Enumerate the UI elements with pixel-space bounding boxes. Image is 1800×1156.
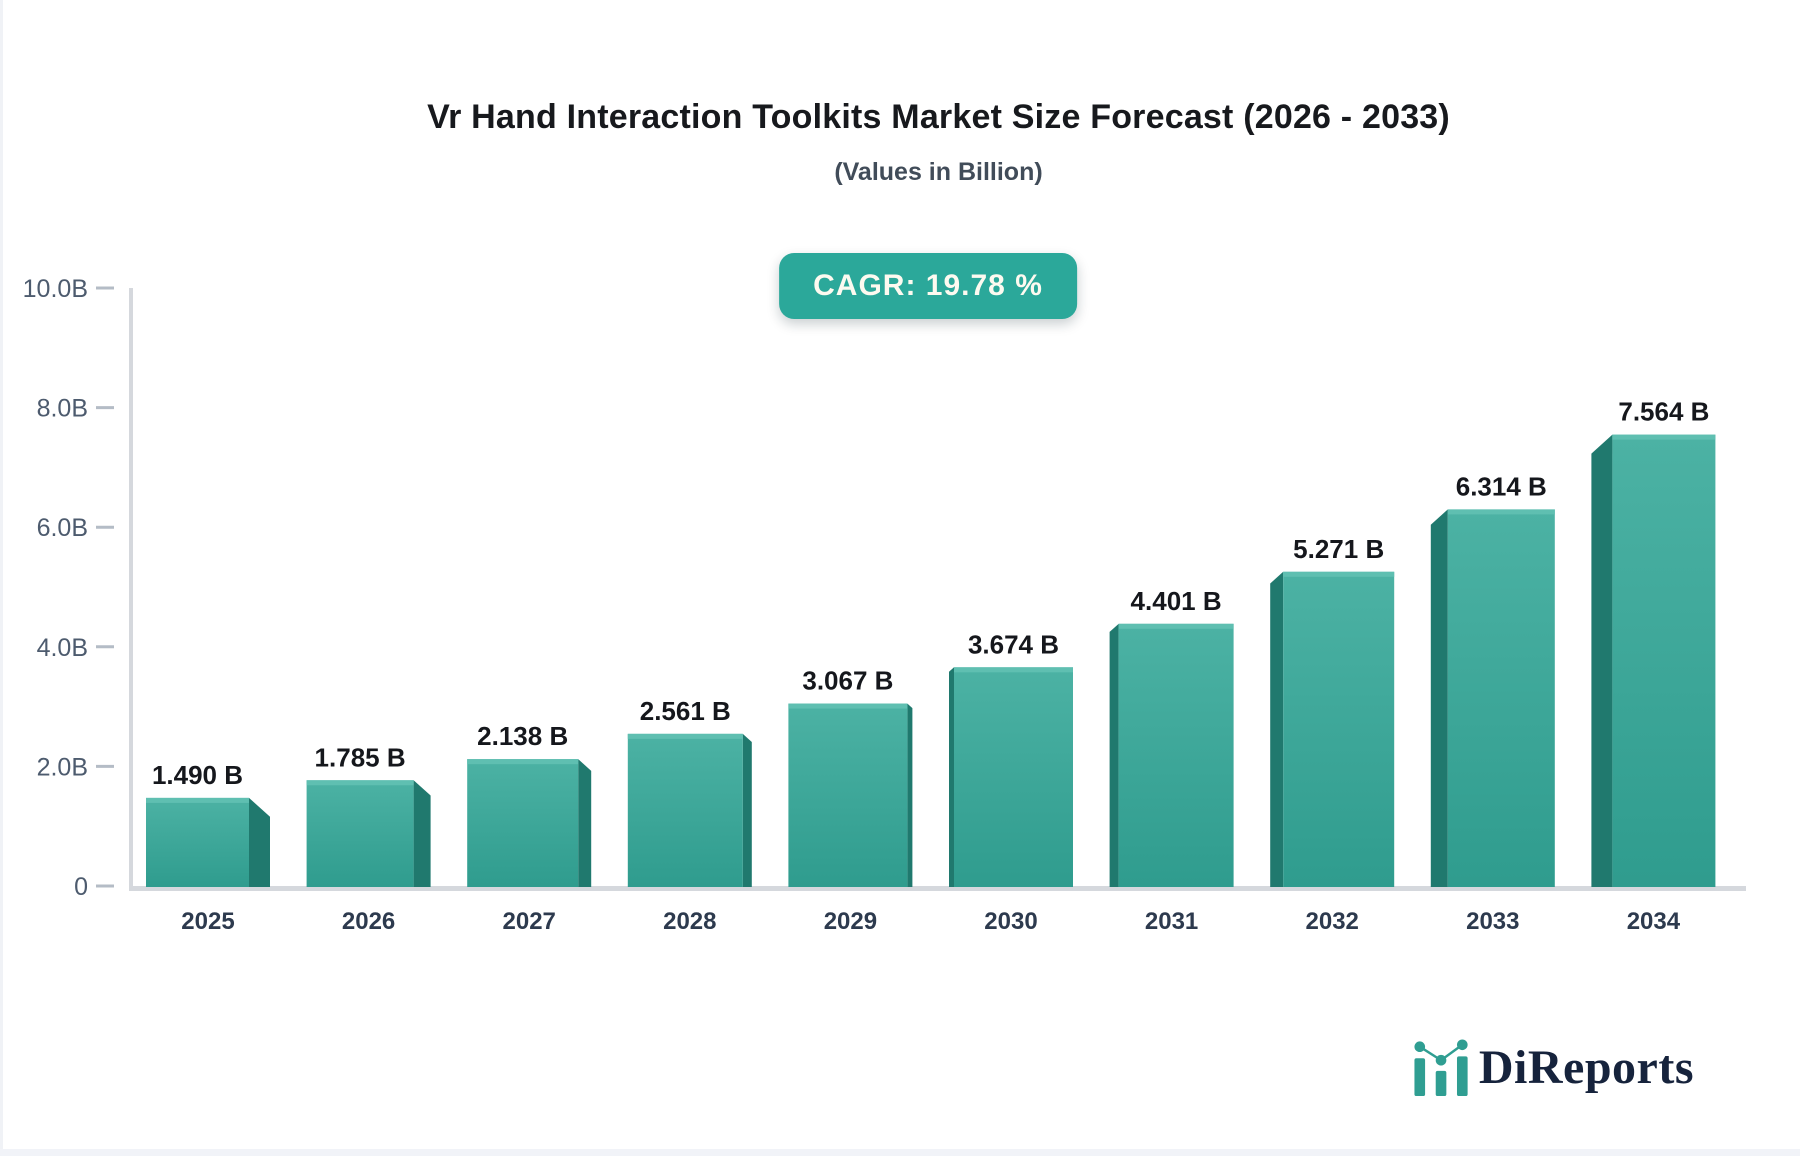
logo-bar: [1456, 1056, 1468, 1096]
y-tick-label-6.0B: 6.0B: [37, 514, 88, 542]
bar-side-2032: [1270, 571, 1284, 887]
logo-bar: [1414, 1058, 1425, 1096]
bar-face-2025: [146, 797, 249, 887]
cagr-badge: CAGR: 19.78 %: [779, 253, 1077, 319]
y-axis-line: [129, 288, 133, 891]
bar-side-2034: [1591, 434, 1613, 887]
bar-face-2033: [1447, 509, 1555, 887]
bar-value-label-2029: 3.067 B: [802, 666, 893, 696]
bar-side-2025: [249, 797, 270, 887]
bar-side-2026: [413, 780, 431, 887]
bar-face-2034: [1612, 434, 1716, 887]
x-tick-label-2029: 2029: [824, 908, 877, 935]
page-title: Vr Hand Interaction Toolkits Market Size…: [427, 98, 1450, 136]
y-tick-label-8.0B: 8.0B: [37, 395, 88, 423]
x-axis-line: [129, 886, 1746, 891]
direports-logo: DiReports: [1413, 1038, 1694, 1096]
logo-bar: [1435, 1070, 1447, 1096]
x-tick-label-2031: 2031: [1145, 908, 1198, 935]
bar-value-label-2030: 3.674 B: [968, 629, 1059, 659]
bar-value-label-2026: 1.785 B: [315, 742, 406, 772]
bar-top-edge-2025: [146, 797, 249, 803]
x-tick-label-2030: 2030: [984, 908, 1037, 935]
bar-face-2032: [1283, 571, 1395, 887]
bar-top-edge-2030: [954, 667, 1073, 673]
logo-text: DiReports: [1478, 1040, 1694, 1094]
logo-dot: [1435, 1054, 1447, 1066]
bar-top-edge-2028: [627, 733, 743, 739]
bar-side-2031: [1109, 623, 1119, 887]
y-tick-label-4.0B: 4.0B: [37, 634, 88, 662]
bar-face-2029: [788, 703, 908, 887]
mini-bar-chart-icon: [1414, 1039, 1468, 1096]
bar-face-2027: [467, 759, 579, 887]
y-tick-label-2.0B: 2.0B: [37, 753, 88, 781]
bottom-border: [0, 1149, 1800, 1156]
bar-top-edge-2032: [1283, 571, 1395, 577]
bar-top-edge-2026: [306, 780, 414, 786]
logo-dot: [1456, 1039, 1468, 1051]
x-tick-label-2028: 2028: [663, 908, 716, 935]
logo-dot: [1414, 1041, 1425, 1053]
bar-side-2030: [949, 667, 954, 887]
bar-side-2027: [578, 759, 592, 887]
bar-value-label-2034: 7.564 B: [1618, 397, 1709, 427]
x-tick-label-2025: 2025: [181, 908, 234, 935]
bar-face-2031: [1118, 623, 1234, 887]
bar-side-2029: [907, 703, 913, 887]
bar-top-edge-2033: [1447, 509, 1555, 515]
bar-face-2026: [306, 780, 414, 887]
bar-top-edge-2031: [1118, 623, 1234, 629]
bar-side-2028: [742, 733, 752, 887]
page-subtitle: (Values in Billion): [834, 158, 1043, 186]
y-tick-label-10.0B: 10.0B: [23, 275, 88, 303]
bar-value-label-2031: 4.401 B: [1131, 586, 1222, 616]
bar-face-2028: [627, 733, 743, 887]
bar-value-label-2028: 2.561 B: [640, 696, 731, 726]
x-tick-label-2026: 2026: [342, 908, 395, 935]
bar-value-label-2032: 5.271 B: [1293, 534, 1384, 564]
x-tick-label-2033: 2033: [1466, 908, 1519, 935]
bar-value-label-2033: 6.314 B: [1456, 471, 1547, 501]
left-border: [0, 0, 3, 1156]
bar-value-label-2025: 1.490 B: [152, 760, 243, 790]
bar-value-label-2027: 2.138 B: [477, 721, 568, 751]
bar-side-2033: [1430, 509, 1448, 887]
x-tick-label-2027: 2027: [503, 908, 556, 935]
x-tick-label-2034: 2034: [1627, 908, 1681, 935]
bar-top-edge-2029: [788, 703, 908, 709]
bar-top-edge-2034: [1612, 434, 1716, 440]
x-tick-label-2032: 2032: [1306, 908, 1359, 935]
bar-top-edge-2027: [467, 759, 579, 765]
y-tick-label-0: 0: [74, 873, 88, 901]
bar-face-2030: [954, 667, 1073, 887]
